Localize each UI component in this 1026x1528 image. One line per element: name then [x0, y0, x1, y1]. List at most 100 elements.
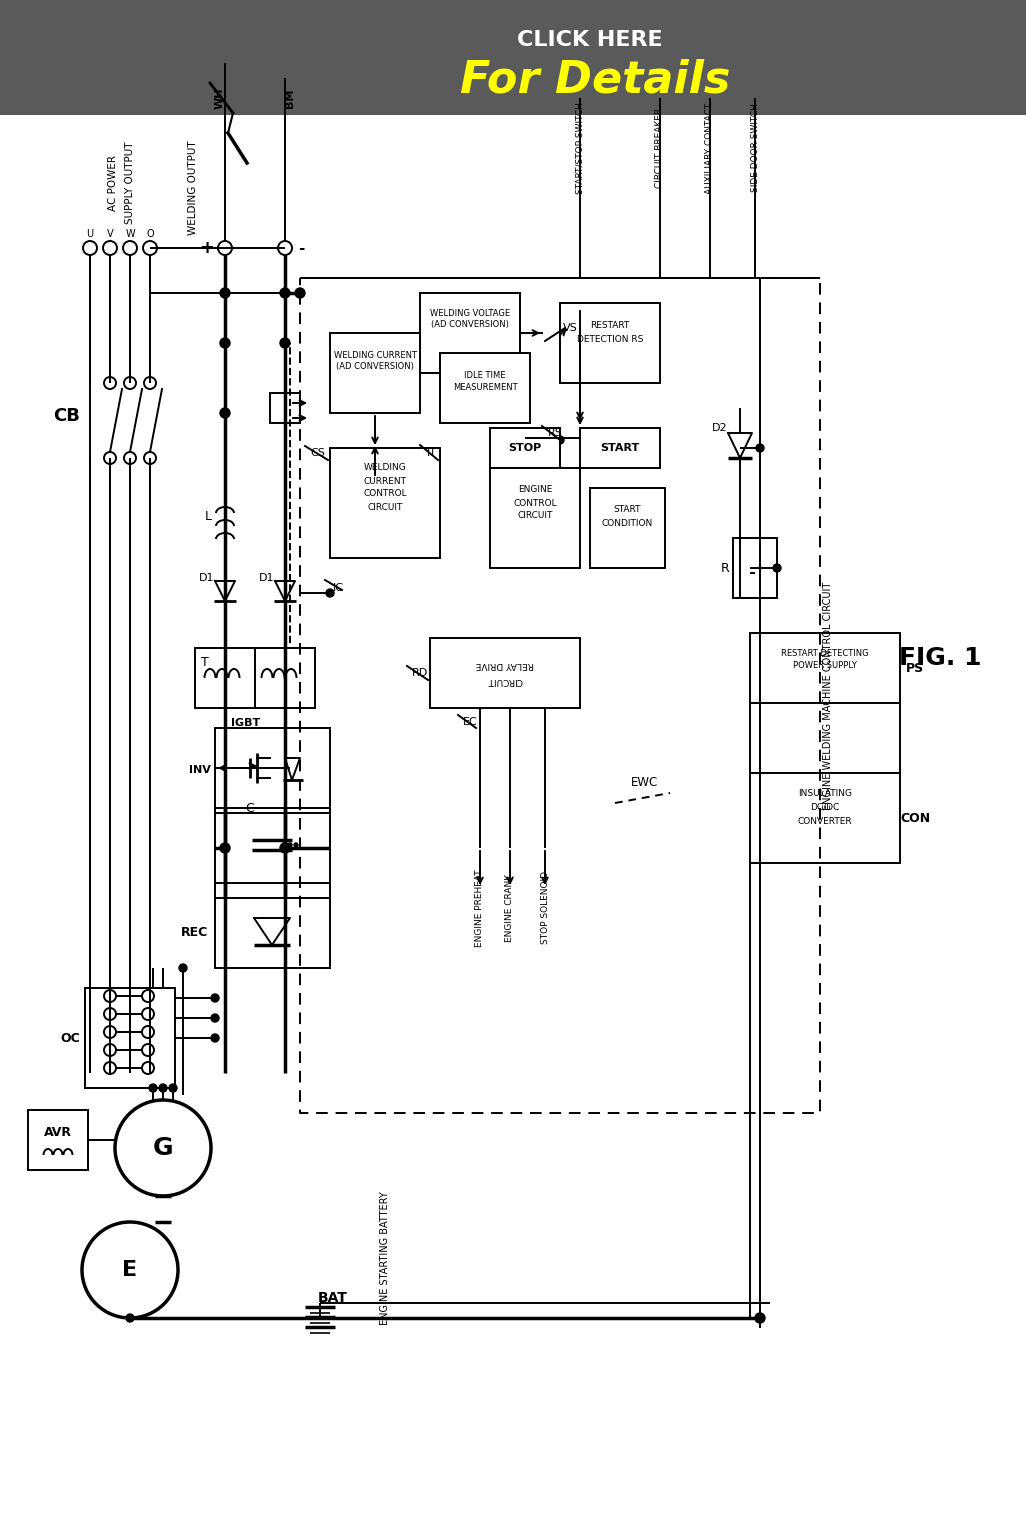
Bar — [560, 303, 660, 384]
Bar — [580, 428, 660, 468]
Bar — [85, 989, 175, 1088]
Text: RELAY DRIVE: RELAY DRIVE — [476, 660, 535, 669]
Text: CONTROL: CONTROL — [513, 498, 557, 507]
Circle shape — [295, 287, 305, 298]
Circle shape — [159, 1083, 167, 1093]
Text: START: START — [614, 506, 641, 515]
Bar — [195, 648, 315, 707]
Circle shape — [220, 408, 230, 419]
Circle shape — [556, 435, 564, 445]
Circle shape — [773, 564, 781, 571]
Text: W: W — [125, 229, 134, 238]
Circle shape — [755, 1313, 765, 1323]
Text: V: V — [107, 229, 113, 238]
Bar — [490, 428, 560, 468]
Text: ENGINE CRANK: ENGINE CRANK — [506, 874, 514, 943]
Circle shape — [126, 1314, 134, 1322]
Bar — [330, 448, 440, 558]
Text: D2: D2 — [712, 423, 727, 432]
Circle shape — [326, 588, 334, 597]
Text: IDLE TIME: IDLE TIME — [464, 370, 506, 379]
Text: CONVERTER: CONVERTER — [797, 816, 853, 825]
Text: MEASUREMENT: MEASUREMENT — [452, 384, 517, 393]
Bar — [750, 633, 900, 703]
Text: RESTART DETECTING: RESTART DETECTING — [781, 648, 869, 657]
Circle shape — [280, 843, 290, 853]
Text: -: - — [298, 240, 304, 255]
Text: POWER SUPPLY: POWER SUPPLY — [793, 662, 857, 671]
Text: AVR: AVR — [44, 1126, 72, 1138]
Bar — [420, 293, 520, 373]
Circle shape — [288, 843, 292, 847]
Text: PS: PS — [906, 662, 924, 674]
Text: BAT: BAT — [318, 1291, 348, 1305]
Text: T: T — [201, 657, 209, 669]
Text: L: L — [204, 509, 211, 523]
Circle shape — [220, 843, 230, 853]
Bar — [215, 898, 330, 969]
Text: RESTART: RESTART — [590, 321, 630, 330]
Text: INSULATING: INSULATING — [798, 788, 852, 798]
Circle shape — [280, 338, 290, 348]
Bar — [440, 353, 530, 423]
Text: CIRCUIT: CIRCUIT — [487, 677, 522, 686]
Text: (AD CONVERSION): (AD CONVERSION) — [431, 321, 509, 330]
Text: CS: CS — [311, 448, 325, 458]
Text: IC: IC — [332, 584, 344, 593]
Circle shape — [280, 408, 290, 419]
Text: CURRENT: CURRENT — [363, 477, 406, 486]
Text: VS: VS — [562, 322, 578, 333]
Circle shape — [282, 843, 286, 847]
Bar — [330, 333, 420, 413]
Text: OC: OC — [61, 1031, 80, 1045]
Text: START: START — [600, 443, 639, 452]
Text: D1: D1 — [199, 573, 214, 584]
Circle shape — [169, 1083, 177, 1093]
Text: STOP SOLENOID: STOP SOLENOID — [541, 871, 550, 944]
Text: START/STOP SWITCH: START/STOP SWITCH — [576, 102, 585, 194]
Bar — [215, 727, 330, 808]
Text: EC: EC — [463, 717, 477, 727]
Text: CIRCUIT: CIRCUIT — [517, 512, 553, 521]
Text: WELDING VOLTAGE: WELDING VOLTAGE — [430, 309, 510, 318]
Text: CONTROL: CONTROL — [363, 489, 407, 498]
Text: FIG. 1: FIG. 1 — [899, 646, 981, 669]
Circle shape — [149, 1083, 157, 1093]
Circle shape — [280, 287, 290, 298]
Text: ENGINE STARTING BATTERY: ENGINE STARTING BATTERY — [380, 1192, 390, 1325]
Text: REC: REC — [182, 926, 208, 940]
Text: WELDING OUTPUT: WELDING OUTPUT — [188, 141, 198, 235]
Text: STOP: STOP — [508, 443, 542, 452]
Text: For Details: For Details — [460, 58, 731, 101]
Text: C: C — [245, 802, 254, 814]
Bar — [430, 639, 580, 707]
Text: AC POWER: AC POWER — [108, 154, 118, 211]
Text: R: R — [720, 561, 729, 575]
Text: CLICK HERE: CLICK HERE — [517, 31, 663, 50]
Text: RD: RD — [411, 668, 428, 678]
Text: WELDING: WELDING — [363, 463, 406, 472]
Text: CIRCUIT BREAKER: CIRCUIT BREAKER — [656, 108, 665, 188]
Text: WH: WH — [215, 87, 225, 108]
Text: SUPPLY OUTPUT: SUPPLY OUTPUT — [125, 142, 135, 225]
Circle shape — [211, 1015, 219, 1022]
Circle shape — [179, 964, 187, 972]
Text: BM: BM — [285, 89, 295, 107]
Circle shape — [756, 1314, 764, 1322]
Bar — [270, 393, 300, 423]
Text: DETECTION RS: DETECTION RS — [577, 335, 643, 344]
Circle shape — [211, 995, 219, 1002]
Bar — [28, 1109, 88, 1170]
Text: RS: RS — [548, 428, 562, 439]
Text: ENGINE PREHEAT: ENGINE PREHEAT — [475, 869, 484, 947]
Bar — [590, 487, 665, 568]
Text: IT: IT — [427, 448, 437, 458]
Circle shape — [220, 287, 230, 298]
Text: U: U — [86, 229, 93, 238]
Text: (AD CONVERSION): (AD CONVERSION) — [337, 362, 413, 371]
Circle shape — [294, 843, 298, 847]
Text: WELDING CURRENT: WELDING CURRENT — [333, 350, 417, 359]
Text: G: G — [153, 1135, 173, 1160]
Text: ENGINE: ENGINE — [518, 486, 552, 495]
Text: INV: INV — [189, 766, 211, 775]
